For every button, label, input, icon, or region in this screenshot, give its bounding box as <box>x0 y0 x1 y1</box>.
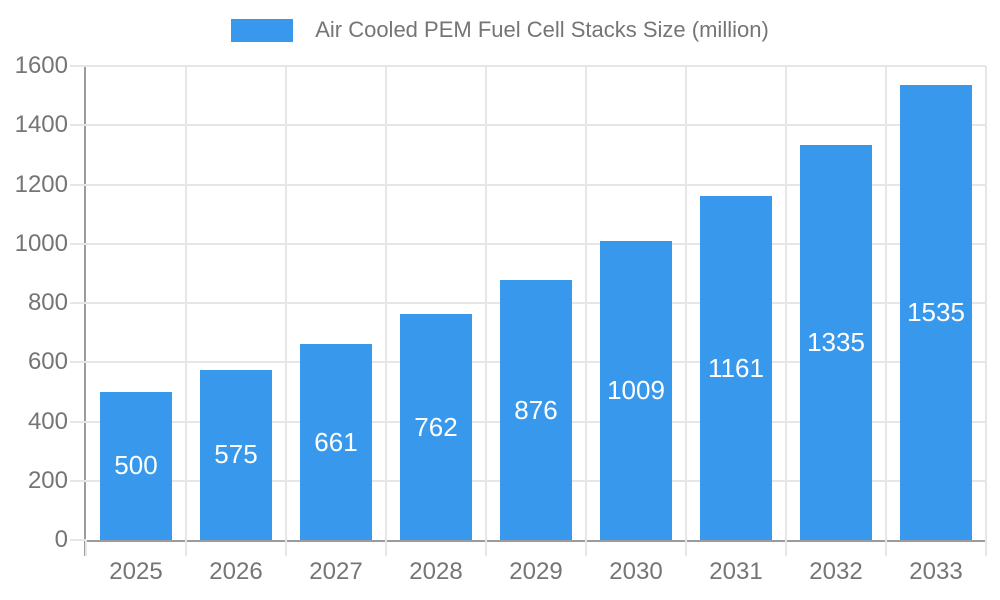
v-gridline <box>885 66 887 540</box>
x-tick-mark <box>785 540 787 556</box>
bar: 1535 <box>900 85 972 540</box>
y-tick-mark <box>70 65 86 67</box>
v-gridline <box>585 66 587 540</box>
y-tick-label: 600 <box>27 348 68 376</box>
h-gridline <box>86 65 986 67</box>
bar-value-label: 661 <box>314 426 358 457</box>
x-tick-label: 2027 <box>309 558 363 585</box>
bar-value-label: 762 <box>414 411 458 442</box>
bar: 661 <box>300 344 372 540</box>
x-tick-mark <box>585 540 587 556</box>
x-tick-label: 2028 <box>409 558 463 585</box>
v-gridline <box>185 66 187 540</box>
x-tick-label: 2031 <box>709 558 763 585</box>
y-tick-label: 400 <box>27 407 68 435</box>
x-tick-mark <box>185 540 187 556</box>
bar: 500 <box>100 391 172 540</box>
v-gridline <box>485 66 487 540</box>
y-tick-label: 1000 <box>14 229 68 257</box>
v-gridline <box>285 66 287 540</box>
bar-value-label: 1535 <box>907 297 965 328</box>
x-tick-label: 2032 <box>809 558 863 585</box>
v-gridline <box>785 66 787 540</box>
y-tick-label: 200 <box>27 466 68 494</box>
y-tick-mark <box>70 302 86 304</box>
x-tick-label: 2030 <box>609 558 663 585</box>
y-tick-mark <box>70 539 86 541</box>
x-tick-mark <box>285 540 287 556</box>
y-tick-mark <box>70 420 86 423</box>
x-tick-label: 2025 <box>109 558 163 585</box>
y-tick-label: 1600 <box>14 52 68 79</box>
legend-item[interactable]: Air Cooled PEM Fuel Cell Stacks Size (mi… <box>231 17 769 43</box>
v-gridline <box>385 66 387 540</box>
y-tick-mark <box>70 124 86 127</box>
x-tick-mark <box>85 540 87 556</box>
bar: 1161 <box>700 196 772 540</box>
v-gridline <box>985 66 987 540</box>
y-tick-label: 1400 <box>14 111 68 139</box>
bar: 575 <box>200 369 272 540</box>
x-tick-mark <box>685 540 687 556</box>
bar-value-label: 500 <box>114 450 158 481</box>
bar: 1009 <box>600 241 672 540</box>
legend-label: Air Cooled PEM Fuel Cell Stacks Size (mi… <box>315 17 769 42</box>
y-tick-mark <box>70 361 86 364</box>
x-tick-label: 2029 <box>509 558 563 585</box>
y-tick-mark <box>70 479 86 482</box>
y-tick-mark <box>70 183 86 186</box>
h-gridline <box>86 124 986 127</box>
legend: Air Cooled PEM Fuel Cell Stacks Size (mi… <box>0 17 1000 43</box>
bar-value-label: 876 <box>514 394 558 425</box>
y-tick-label: 0 <box>54 526 68 553</box>
v-gridline <box>685 66 687 540</box>
x-tick-mark <box>385 540 387 556</box>
x-axis-line <box>84 540 986 542</box>
y-tick-label: 1200 <box>14 170 68 198</box>
plot-area: 500 575 661 762 876 1009 1161 1335 1535 <box>70 65 987 556</box>
x-tick-label: 2026 <box>209 558 263 585</box>
y-axis-line <box>84 66 86 556</box>
h-gridline <box>86 242 986 245</box>
legend-swatch-icon <box>231 18 294 42</box>
bar: 1335 <box>800 144 872 540</box>
x-tick-mark <box>885 540 887 556</box>
bar-value-label: 575 <box>214 439 258 470</box>
bar-value-label: 1009 <box>607 375 665 406</box>
x-tick-label: 2033 <box>909 558 963 585</box>
y-tick-mark <box>70 242 86 245</box>
h-gridline <box>86 183 986 186</box>
y-tick-label: 800 <box>27 289 68 316</box>
x-tick-mark <box>485 540 487 556</box>
bar-value-label: 1161 <box>708 352 764 383</box>
bar-value-label: 1335 <box>807 326 865 357</box>
x-tick-mark <box>985 540 987 556</box>
bar: 762 <box>400 314 472 540</box>
bar: 876 <box>500 280 572 540</box>
